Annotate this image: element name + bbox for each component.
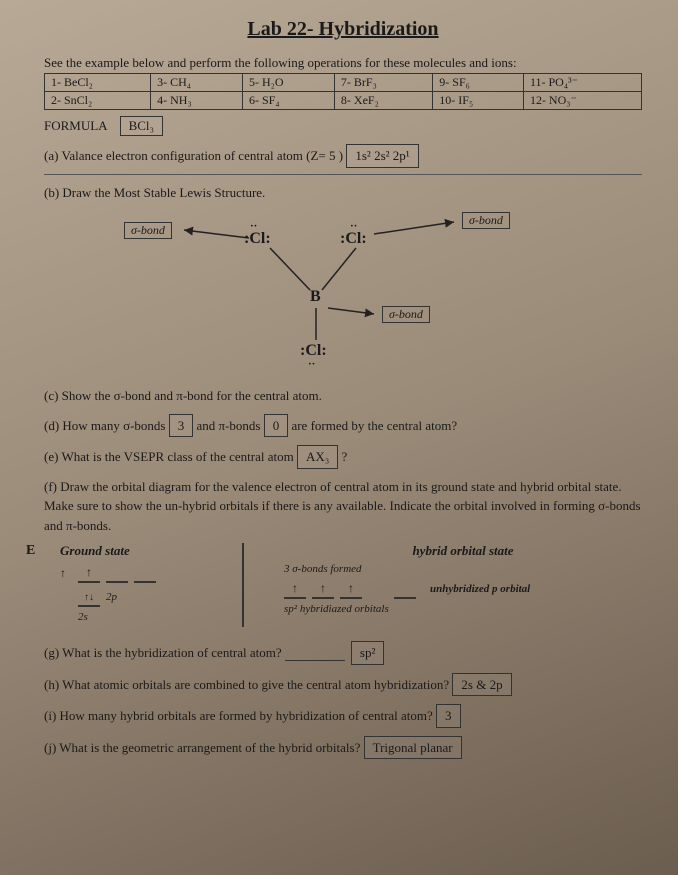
table-row: 1- BeCl₂ 3- CH₄ 5- H₂O 7- BrF₃ 9- SF₆ 11… bbox=[45, 74, 642, 92]
question-h-pre: (h) What atomic orbitals are combined to… bbox=[44, 677, 452, 692]
hybrid-orbital bbox=[340, 579, 362, 599]
hybrid-orbital bbox=[284, 579, 306, 599]
answer-h: 2s & 2p bbox=[452, 673, 511, 697]
answer-e: AX₃ bbox=[297, 445, 338, 469]
question-e-pre: (e) What is the VSEPR class of the centr… bbox=[44, 449, 297, 464]
question-b: (b) Draw the Most Stable Lewis Structure… bbox=[44, 183, 642, 203]
table-row: 2- SnCl₂ 4- NH₃ 6- SF₄ 8- XeF₂ 10- IF₅ 1… bbox=[45, 92, 642, 110]
lewis-structure: σ-bond σ-bond σ-bond ·· :Cl: ·· :Cl: B :… bbox=[44, 208, 642, 378]
answer-j: Trigonal planar bbox=[364, 736, 462, 760]
answer-a: 1s² 2s² 2p¹ bbox=[346, 144, 418, 168]
intro-text: See the example below and perform the fo… bbox=[44, 55, 642, 71]
cell: 6- SF₄ bbox=[243, 92, 335, 110]
orbital-2p bbox=[78, 563, 100, 583]
cl-atom-top-right: :Cl: bbox=[340, 230, 367, 248]
hybrid-state-title: hybrid orbital state bbox=[284, 543, 642, 559]
ground-state-title: Ground state bbox=[60, 543, 232, 559]
cell: 5- H₂O bbox=[243, 74, 335, 92]
lone-pair-dots: ·· bbox=[308, 358, 315, 370]
cell: 12- NO₃⁻ bbox=[523, 92, 641, 110]
cell: 10- IF₅ bbox=[433, 92, 524, 110]
b-atom-center: B bbox=[310, 288, 321, 306]
cell: 7- BrF₃ bbox=[334, 74, 432, 92]
cell: 9- SF₆ bbox=[433, 74, 524, 92]
orbital-diagram: E Ground state ↑ 2p 2s hybrid orbital st… bbox=[44, 543, 642, 627]
sigma-bond-label-bottom: σ-bond bbox=[382, 306, 430, 323]
energy-axis-label: E bbox=[26, 543, 35, 559]
level-2s-label: 2s bbox=[78, 611, 88, 623]
sigma-bond-label-right: σ-bond bbox=[462, 212, 510, 229]
answer-d-sigma: 3 bbox=[169, 414, 194, 438]
question-f: (f) Draw the orbital diagram for the val… bbox=[44, 477, 642, 536]
sigma-bond-label-left: σ-bond bbox=[124, 222, 172, 239]
unhybridized-orbital bbox=[394, 579, 416, 599]
cell: 4- NH₃ bbox=[151, 92, 243, 110]
answer-g: sp² bbox=[351, 641, 384, 665]
sp2-orbitals-label: sp² hybridiazed orbitals bbox=[284, 603, 642, 615]
cell: 1- BeCl₂ bbox=[45, 74, 151, 92]
orbital-2s-filled bbox=[78, 587, 100, 607]
question-j-pre: (j) What is the geometric arrangement of… bbox=[44, 740, 364, 755]
cl-atom-top-left: :Cl: bbox=[244, 230, 271, 248]
answer-i: 3 bbox=[436, 704, 461, 728]
question-g-pre: (g) What is the hybridization of central… bbox=[44, 645, 285, 660]
molecule-table: 1- BeCl₂ 3- CH₄ 5- H₂O 7- BrF₃ 9- SF₆ 11… bbox=[44, 73, 642, 110]
cell: 8- XeF₂ bbox=[334, 92, 432, 110]
orbital-2p bbox=[106, 563, 128, 583]
unhybridized-label: unhybridized p orbital bbox=[430, 583, 530, 595]
hybrid-orbital bbox=[312, 579, 334, 599]
question-e-post: ? bbox=[342, 449, 348, 464]
question-i-pre: (i) How many hybrid orbitals are formed … bbox=[44, 708, 436, 723]
question-c: (c) Show the σ-bond and π-bond for the c… bbox=[44, 386, 642, 406]
question-d-post: are formed by the central atom? bbox=[291, 418, 457, 433]
formula-label: FORMULA bbox=[44, 118, 108, 134]
question-d-mid: and π-bonds bbox=[196, 418, 263, 433]
cell: 2- SnCl₂ bbox=[45, 92, 151, 110]
orbital-2p bbox=[134, 563, 156, 583]
divider bbox=[44, 174, 642, 175]
question-a: (a) Valance electron configuration of ce… bbox=[44, 148, 343, 163]
cell: 3- CH₄ bbox=[151, 74, 243, 92]
question-d-pre: (d) How many σ-bonds bbox=[44, 418, 169, 433]
cell: 11- PO₄³⁻ bbox=[523, 74, 641, 92]
sigma-bonds-formed-label: 3 σ-bonds formed bbox=[284, 563, 642, 575]
answer-d-pi: 0 bbox=[264, 414, 289, 438]
page-title: Lab 22- Hybridization bbox=[44, 18, 642, 41]
formula-value: BCl₃ bbox=[120, 116, 164, 136]
level-2p-label: 2p bbox=[106, 591, 117, 603]
